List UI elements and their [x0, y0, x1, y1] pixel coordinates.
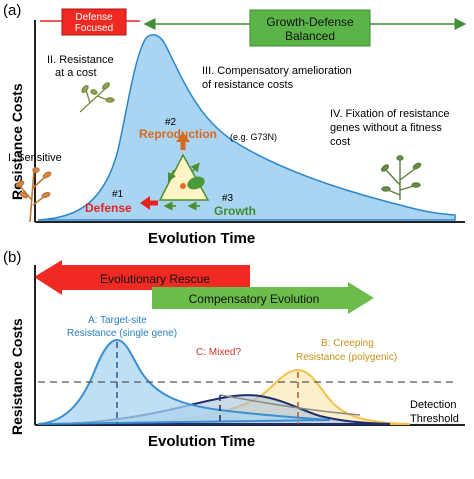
resistance-cost-curve: [37, 33, 456, 221]
curve-c-label: C: Mixed?: [196, 347, 241, 358]
evolutionary-rescue-label: Evolutionary Rescue: [100, 272, 210, 286]
stage-2-line1: II. Resistance: [47, 54, 114, 66]
curve-b-label-line2: Resistance (polygenic): [296, 352, 397, 363]
detection-label-line2: Threshold: [410, 413, 459, 425]
tradeoff-triangle: [140, 132, 210, 211]
defense-focused-line1: Defense: [75, 12, 113, 23]
balanced-line1: Growth-Defense: [266, 15, 354, 29]
growth-label: Growth: [214, 204, 256, 218]
defense-label: Defense: [85, 201, 132, 215]
fixation-plant-icon: [380, 155, 422, 200]
reproduction-arrowhead: [176, 132, 190, 142]
panel-b-x-axis-label: Evolution Time: [148, 433, 255, 450]
stage-4-line2: genes without a fitness: [330, 122, 442, 134]
cycle-arrow-left: [167, 169, 177, 183]
detection-label-line1: Detection: [410, 399, 456, 411]
target-site-resistance-curve: [37, 338, 331, 425]
defense-arrowhead: [140, 196, 150, 210]
triangle-n3: #3: [222, 193, 234, 204]
panel-a-label: (a): [3, 2, 21, 19]
center-dot: [180, 183, 186, 189]
defense-focused-line2: Focused: [75, 23, 113, 34]
defense-focused-banner: [61, 8, 127, 36]
triangle-n1: #1: [112, 189, 124, 200]
compensatory-evolution-arrow: [152, 282, 374, 314]
stage-1-label: I. Sensitive: [8, 152, 62, 164]
leaf-icon: [187, 176, 205, 190]
resistant-plant-icon: [79, 82, 115, 113]
triangle-n2: #2: [165, 117, 177, 128]
tail-line: [219, 394, 361, 416]
panel-a-x-axis-label: Evolution Time: [148, 230, 255, 247]
evolutionary-rescue-arrow: [34, 260, 250, 295]
panel-b-y-axis-label: Resistance Costs: [9, 318, 25, 435]
curve-b-label-line1: B: Creeping: [321, 338, 374, 349]
example-mutation: (e.g. G73N): [230, 132, 277, 142]
stage-4-line1: IV. Fixation of resistance: [330, 108, 449, 120]
sensitive-plant-icon: [15, 167, 52, 223]
panel-b-label: (b): [3, 249, 21, 266]
balanced-line2: Balanced: [285, 29, 335, 43]
reproduction-label: Reproduction: [139, 127, 217, 141]
cycle-arrow-right: [190, 162, 200, 173]
stage-3-line1: III. Compensatory amelioration: [202, 65, 352, 77]
panel-a-y-axis-label: Resistance Costs: [9, 83, 25, 200]
stage-4-line3: cost: [330, 136, 350, 148]
compensatory-evolution-label: Compensatory Evolution: [189, 292, 320, 306]
curve-a-label-line1: A: Target-site: [88, 315, 147, 326]
curve-a-label-line2: Resistance (single gene): [67, 328, 177, 339]
growth-defense-balanced-banner: [249, 9, 371, 47]
stage-2-line2: at a cost: [55, 67, 97, 79]
stage-3-line2: of resistance costs: [202, 79, 294, 91]
